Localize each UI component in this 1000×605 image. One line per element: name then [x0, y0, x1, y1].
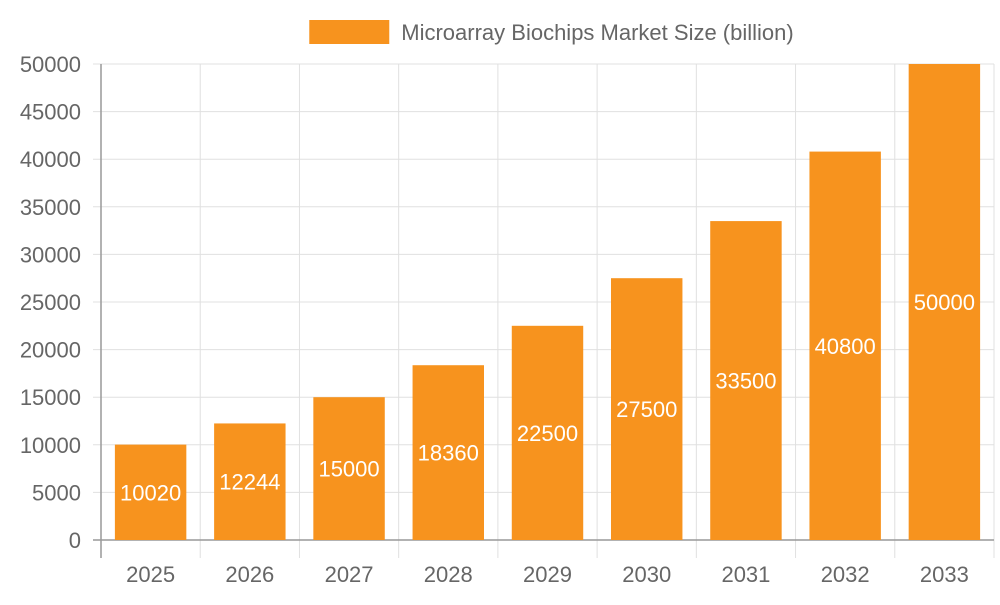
- bar[interactable]: [214, 423, 286, 540]
- bars: [114, 64, 981, 541]
- data-label: 27500: [616, 397, 677, 422]
- y-tick-label: 50000: [20, 52, 81, 77]
- data-label: 33500: [715, 369, 776, 394]
- x-tick-label: 2028: [424, 562, 473, 587]
- axes: 0 5000 10000 15000 20000 25000 30000 35000 40000…: [20, 52, 994, 587]
- x-tick-label: 2025: [126, 562, 175, 587]
- data-label: 18360: [418, 441, 479, 466]
- x-tick-label: 2026: [225, 562, 274, 587]
- bar[interactable]: [412, 365, 484, 540]
- data-labels: 10020 12244 15000 18360 22500 27500 33500 40800…: [120, 290, 975, 505]
- x-tick-label: 2027: [325, 562, 374, 587]
- y-tick-label: 0: [69, 528, 81, 553]
- y-tick-label: 15000: [20, 385, 81, 410]
- bar[interactable]: [908, 64, 981, 540]
- data-label: 50000: [914, 290, 975, 315]
- legend[interactable]: Microarray Biochips Market Size (billion…: [309, 20, 794, 45]
- x-tick-label: 2029: [523, 562, 572, 587]
- data-label: 12244: [219, 470, 280, 495]
- data-label: 22500: [517, 421, 578, 446]
- bar[interactable]: [114, 444, 187, 540]
- x-tick-label: 2032: [821, 562, 870, 587]
- legend-swatch: [309, 20, 390, 44]
- y-tick-label: 35000: [20, 195, 81, 220]
- y-tick-label: 10000: [20, 433, 81, 458]
- x-tick-label: 2033: [920, 562, 969, 587]
- bar[interactable]: [809, 151, 881, 541]
- y-tick-label: 5000: [32, 480, 81, 505]
- bar[interactable]: [611, 278, 683, 540]
- legend-label: Microarray Biochips Market Size (billion…: [401, 20, 793, 45]
- data-label: 15000: [318, 457, 379, 482]
- y-tick-label: 30000: [20, 242, 81, 267]
- x-tick-label: 2030: [622, 562, 671, 587]
- bar[interactable]: [511, 325, 584, 540]
- bar[interactable]: [710, 221, 782, 540]
- y-tick-label: 45000: [20, 100, 81, 125]
- y-tick-label: 40000: [20, 147, 81, 172]
- y-tick-label: 20000: [20, 338, 81, 363]
- x-tick-label: 2031: [721, 562, 770, 587]
- bar[interactable]: [313, 397, 385, 540]
- data-label: 10020: [120, 480, 181, 505]
- data-label: 40800: [815, 334, 876, 359]
- y-tick-label: 25000: [20, 290, 81, 315]
